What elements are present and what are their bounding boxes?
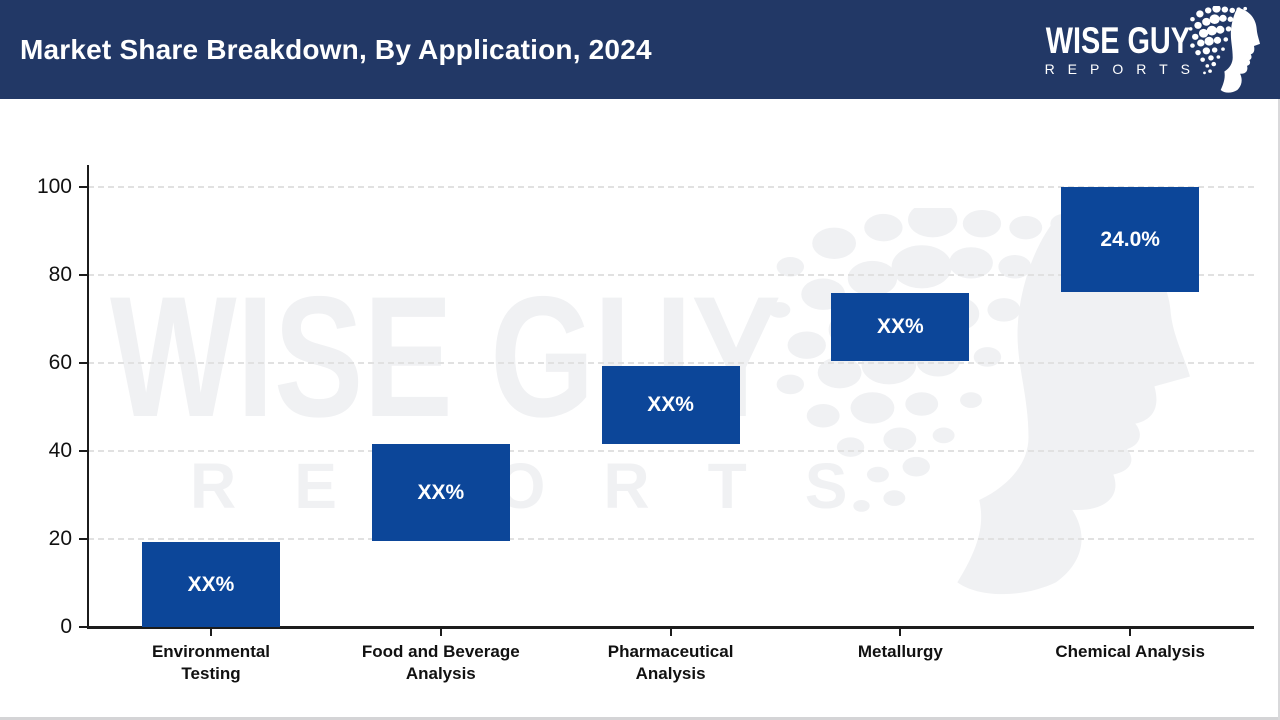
- bar-value-label: XX%: [417, 480, 465, 504]
- logo-text: WISE GUY REPORTS: [1005, 22, 1190, 77]
- gridline-60: [88, 362, 1254, 364]
- wiseguy-logo: WISE GUY REPORTS: [1005, 5, 1260, 94]
- bar-segment-1: XX%: [142, 542, 280, 627]
- logo-subtitle: REPORTS: [1044, 61, 1203, 77]
- y-tick-label: 100: [36, 175, 72, 198]
- x-tick-5: [1129, 627, 1132, 636]
- header-bar: Market Share Breakdown, By Application, …: [0, 0, 1280, 99]
- bar-value-label: XX%: [877, 314, 924, 338]
- gridline-20: [88, 538, 1254, 540]
- category-label: Metallurgy: [857, 642, 943, 661]
- category-label: Pharmaceutical Analysis: [607, 642, 734, 684]
- bar-segment-2: XX%: [371, 443, 510, 542]
- y-tick-20: [79, 538, 87, 540]
- y-axis-line: [87, 165, 89, 628]
- gridline-80: [88, 274, 1254, 276]
- category-label: Chemical Analysis: [1055, 642, 1205, 661]
- bar-segment-4: XX%: [831, 293, 970, 361]
- y-tick-label: 40: [48, 439, 72, 462]
- y-tick-80: [79, 274, 87, 276]
- page-border-right: [1278, 0, 1280, 720]
- y-tick-0: [79, 626, 87, 628]
- watermark-subtitle: REPORTS: [190, 450, 906, 523]
- page-border-bottom: [0, 717, 1280, 720]
- x-tick-4: [899, 627, 902, 636]
- x-tick-3: [669, 627, 672, 636]
- logo-wordmark: WISE GUY: [1045, 20, 1190, 61]
- y-tick-label: 60: [48, 351, 72, 374]
- watermark: WISE GUY REPORTS: [110, 271, 970, 523]
- y-tick-40: [79, 450, 87, 452]
- y-tick-label: 20: [48, 527, 72, 550]
- wiseguy-face-icon: [1188, 5, 1260, 93]
- x-tick-1: [210, 627, 212, 636]
- y-tick-60: [79, 362, 87, 364]
- y-tick-label: 0: [60, 615, 72, 638]
- gridline-100: [88, 186, 1254, 188]
- gridline-40: [88, 450, 1254, 452]
- category-label: Food and Beverage Analysis: [361, 642, 520, 684]
- bar-segment-3: XX%: [601, 366, 740, 444]
- y-tick-100: [79, 186, 87, 188]
- category-label: Environmental Testing: [151, 642, 271, 684]
- page-title: Market Share Breakdown, By Application, …: [20, 33, 652, 65]
- x-tick-2: [439, 627, 442, 636]
- bar-segment-5: 24.0%: [1061, 187, 1200, 293]
- bar-value-label: XX%: [647, 393, 694, 417]
- y-tick-label: 80: [48, 263, 72, 286]
- bar-value-label: XX%: [187, 572, 235, 596]
- bar-value-label: 24.0%: [1100, 227, 1160, 251]
